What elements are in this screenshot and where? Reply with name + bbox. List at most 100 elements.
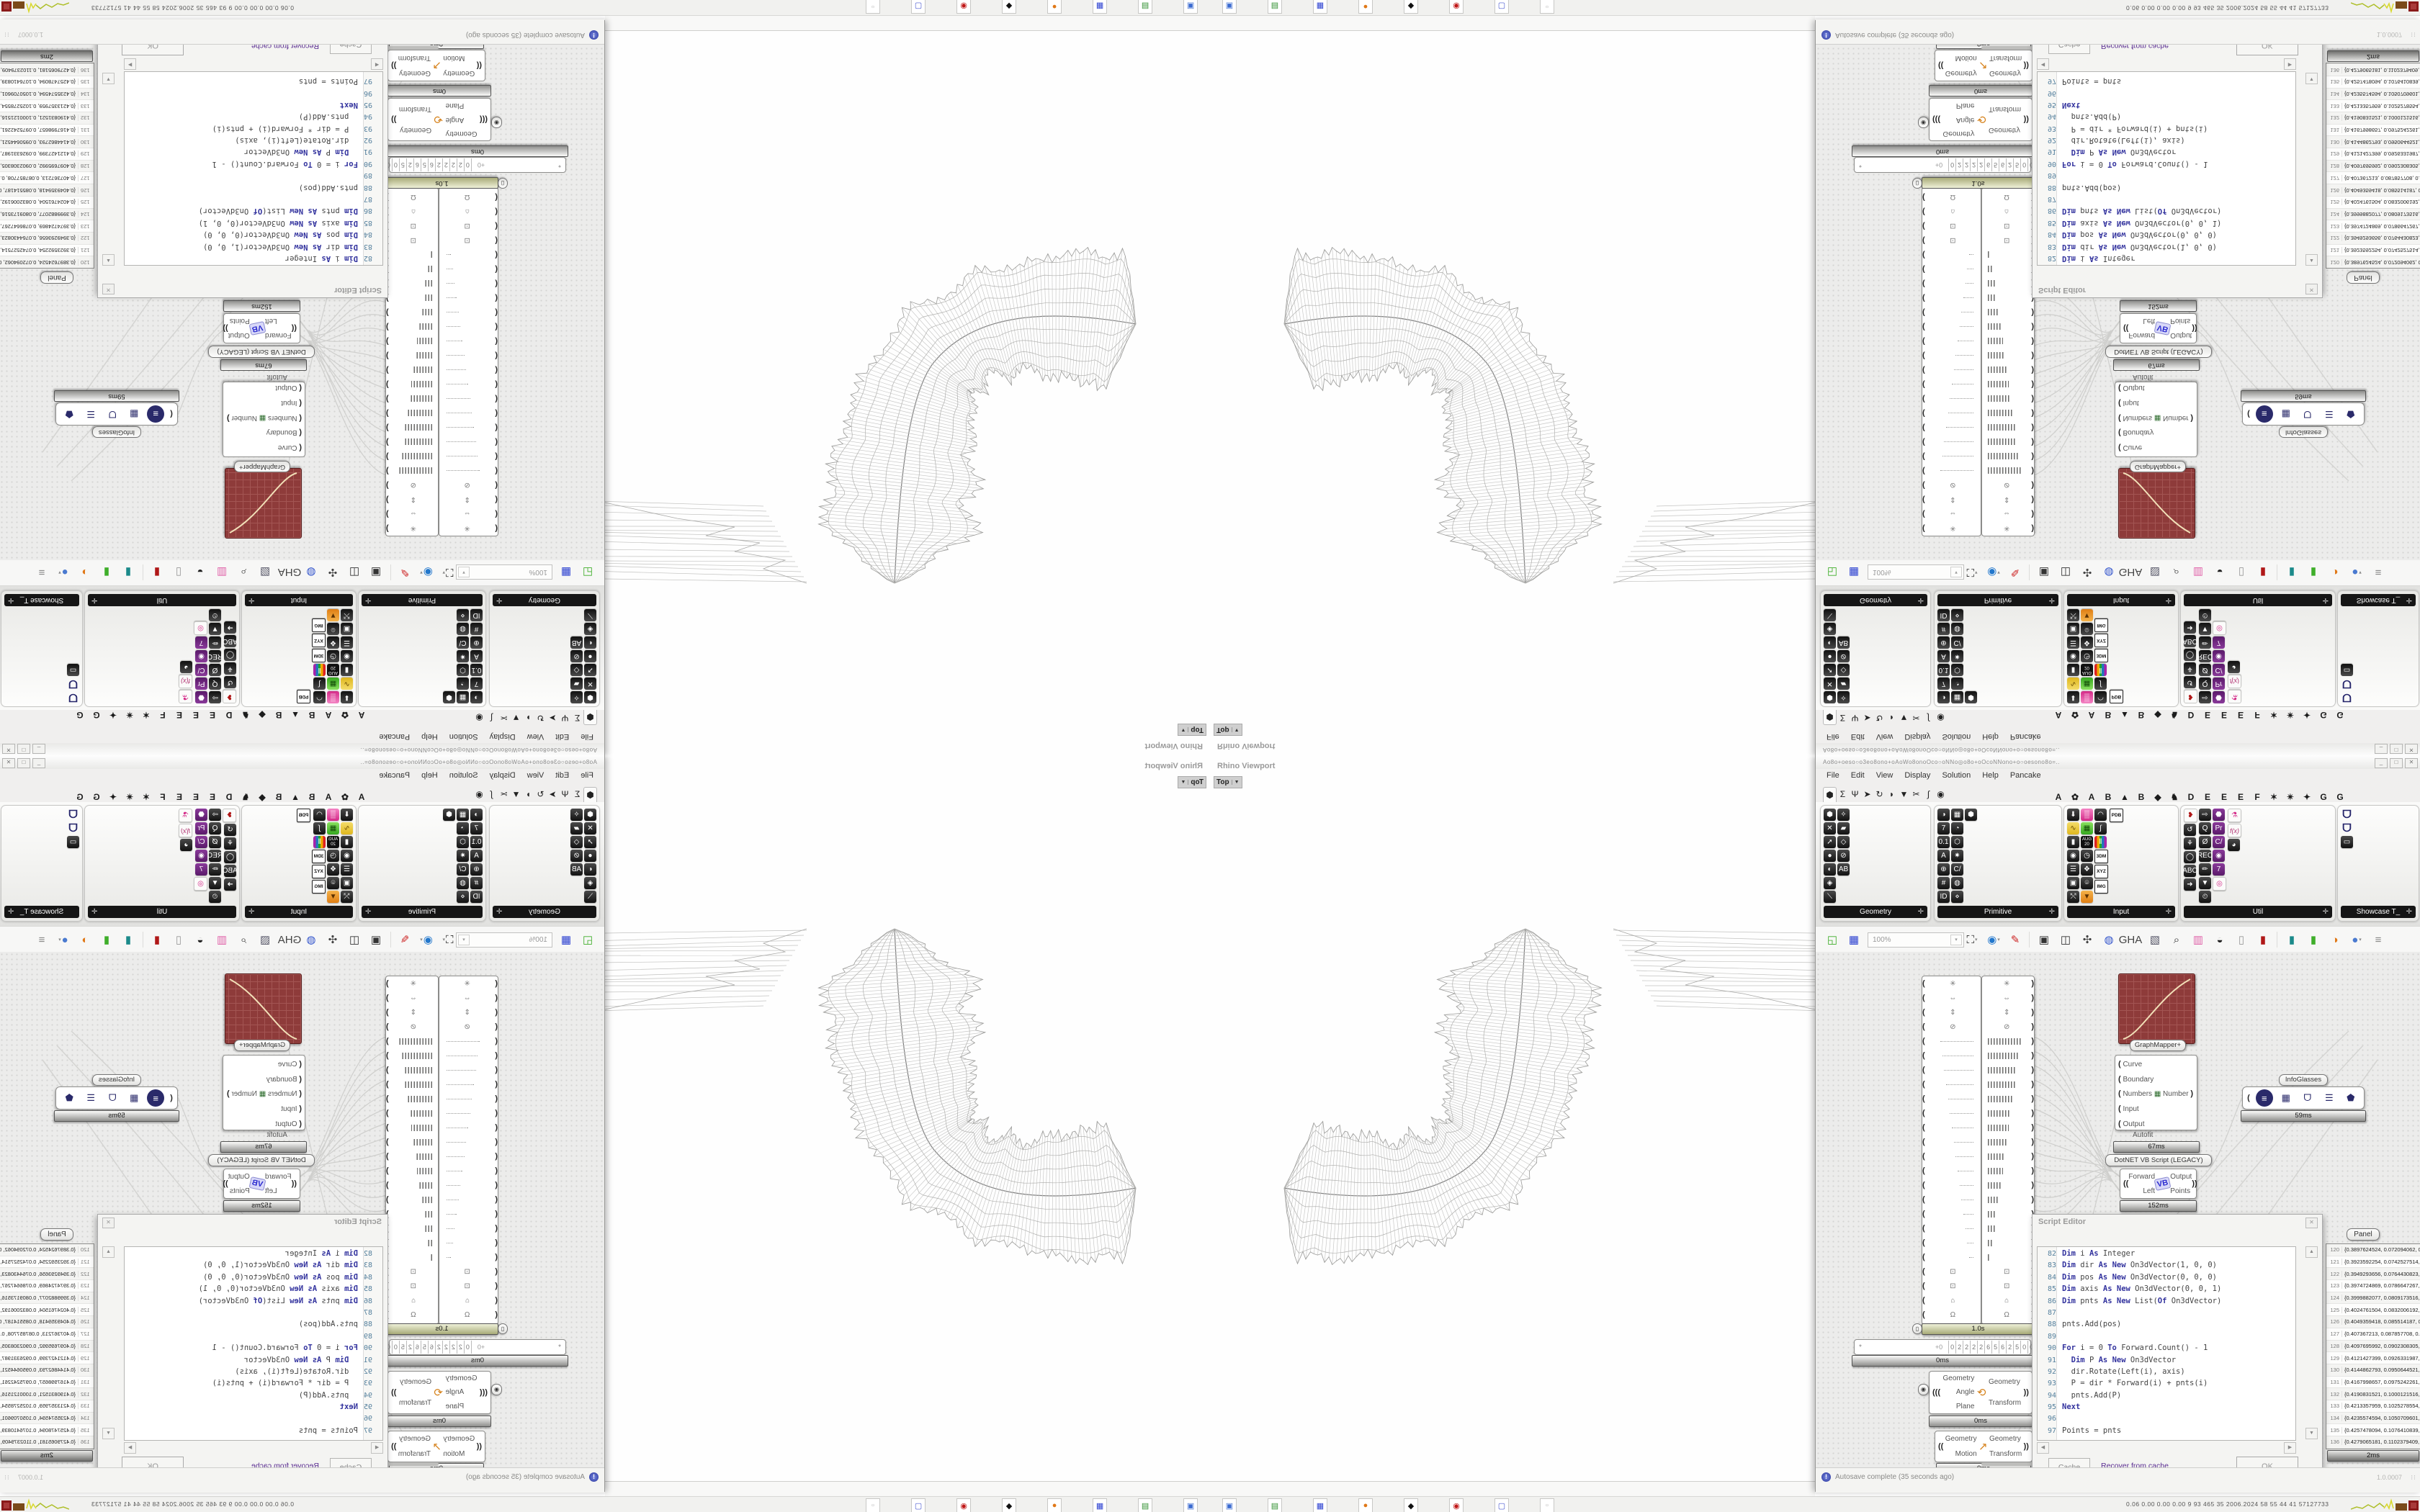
- component-icon[interactable]: 0.1: [1937, 836, 1950, 848]
- menu-item-pancake[interactable]: Pancake: [379, 732, 411, 741]
- focus-extents-icon[interactable]: ⛶ ▾: [1966, 933, 1978, 946]
- component-icon[interactable]: ▮: [341, 836, 353, 848]
- component-icon[interactable]: ⇨: [2199, 809, 2211, 821]
- component-icon[interactable]: AUG 20: [327, 836, 339, 848]
- tab-letter-5[interactable]: B: [275, 710, 282, 720]
- component-icon[interactable]: ⇨: [2199, 691, 2211, 703]
- component-icon[interactable]: A: [1937, 650, 1950, 662]
- preview-eye-icon[interactable]: ◉ ▾: [1987, 566, 2000, 578]
- component-icon[interactable]: ∿: [2067, 822, 2079, 834]
- tab-icon-8[interactable]: ∫: [1927, 713, 1930, 723]
- red-cylinder-icon[interactable]: ▮: [2259, 934, 2267, 946]
- vb-script-component[interactable]: (( Forward Left VB Output Points )): [2120, 313, 2197, 343]
- maximize-button[interactable]: □: [17, 758, 30, 768]
- component-icon[interactable]: 7: [1937, 678, 1950, 690]
- floppy-app-icon[interactable]: ▦: [1093, 0, 1107, 14]
- param-bank-left[interactable]: (✳(⇔(⇕(⊘(((((((((((((((((⊡(⊡(⌂(Ω: [1922, 187, 1981, 536]
- component-icon[interactable]: ◉: [2067, 650, 2079, 662]
- rotate-component[interactable]: ((( Geometry Angle Plane ⟲ Geometry Transfo…: [1929, 1371, 2033, 1414]
- tab-letter-16[interactable]: G: [2320, 710, 2327, 720]
- tab-icon-4[interactable]: ↻: [1876, 789, 1883, 799]
- tab-letter-7[interactable]: ♞: [2170, 710, 2179, 720]
- component-icon[interactable]: ◑: [470, 691, 483, 703]
- ok-button[interactable]: OK: [2236, 1457, 2298, 1467]
- component-icon[interactable]: ▼: [2081, 891, 2093, 903]
- cat-app-icon[interactable]: ◆: [1404, 0, 1418, 14]
- component-icon[interactable]: ▮: [2067, 836, 2079, 848]
- component-icon[interactable]: PDB: [297, 809, 310, 822]
- save-file-icon[interactable]: ▦: [1848, 566, 1860, 578]
- floppy-app-icon[interactable]: ▦: [1093, 1498, 1107, 1512]
- rotate-side-chip[interactable]: ◉: [491, 1384, 502, 1395]
- tab-letter-17[interactable]: G: [2336, 710, 2344, 720]
- tab-letter-6[interactable]: ◆: [2154, 792, 2161, 802]
- component-icon[interactable]: C/: [457, 636, 469, 649]
- component-icon[interactable]: ☰: [341, 863, 353, 876]
- component-icon[interactable]: ⊘: [1837, 650, 1850, 662]
- half-sphere-icon[interactable]: ◑: [2331, 933, 2339, 946]
- input-grip[interactable]: ((: [476, 1442, 482, 1451]
- component-icon[interactable]: 7: [195, 636, 207, 649]
- tab-letter-11[interactable]: E: [176, 710, 183, 720]
- drive-app-icon[interactable]: ▤: [1268, 0, 1282, 14]
- component-icon[interactable]: Ø: [209, 836, 221, 848]
- palette-label[interactable]: Input ✛: [245, 594, 353, 606]
- component-icon[interactable]: XYZ: [2094, 634, 2108, 647]
- component-icon[interactable]: ▣: [341, 623, 353, 635]
- component-icon[interactable]: ⚗: [2228, 690, 2241, 703]
- tab-letter-8[interactable]: D: [225, 792, 233, 802]
- sketch-pen-icon[interactable]: ✎: [2010, 566, 2020, 578]
- wire-cylinder-icon[interactable]: ▯: [2238, 934, 2245, 946]
- search-icon[interactable]: ⌕: [2173, 566, 2180, 579]
- number-panel[interactable]: 120 {0.3897624524, 0.072094062, 0.0} 121 {0…: [2326, 1243, 2420, 1449]
- disc-icon[interactable]: ◍: [2104, 566, 2114, 578]
- palette-label[interactable]: Showcase T_ ✛: [4, 594, 79, 606]
- component-icon[interactable]: ✷: [457, 650, 469, 662]
- component-icon[interactable]: ◷: [2081, 650, 2093, 662]
- component-icon[interactable]: ⬇: [2067, 809, 2079, 821]
- menu-item-help[interactable]: Help: [421, 771, 438, 780]
- component-icon[interactable]: ◠: [313, 691, 326, 703]
- ok-button[interactable]: OK: [122, 1457, 184, 1467]
- component-icon[interactable]: ABC: [2182, 865, 2197, 877]
- infoglasses-icon-0[interactable]: ≡: [147, 405, 165, 423]
- minimize-button[interactable]: _: [2375, 744, 2388, 754]
- input-grip[interactable]: (((: [480, 115, 488, 124]
- component-icon[interactable]: Q: [2199, 678, 2211, 690]
- rotate-component[interactable]: ((( Geometry Angle Plane ⟲ Geometry Transfo…: [387, 98, 491, 141]
- component-icon[interactable]: ◍: [1951, 877, 1963, 889]
- gumball-icon[interactable]: ✣: [2082, 934, 2092, 946]
- component-icon[interactable]: Ø: [2199, 664, 2211, 676]
- component-icon[interactable]: ⚗: [179, 690, 192, 703]
- open-file-icon[interactable]: ◱: [1827, 566, 1838, 578]
- focus-extents-icon[interactable]: ⛶ ▾: [442, 566, 454, 579]
- speaker-icon[interactable]: ◫: [2060, 934, 2071, 946]
- component-icon[interactable]: ▭: [2341, 664, 2353, 676]
- tab-letter-13[interactable]: ✶: [2269, 710, 2278, 720]
- maximize-button[interactable]: □: [2390, 758, 2403, 768]
- tab-letter-9[interactable]: E: [2204, 792, 2210, 802]
- ghost-app-icon[interactable]: ▫: [1540, 0, 1554, 14]
- component-icon[interactable]: 3DM: [312, 649, 326, 662]
- component-icon[interactable]: ✕: [1824, 678, 1836, 690]
- close-button[interactable]: ✕: [2405, 744, 2418, 754]
- search-icon[interactable]: ⌕: [240, 566, 247, 579]
- sketch-pen-icon[interactable]: ✎: [400, 934, 410, 946]
- component-icon[interactable]: ➜: [2184, 621, 2196, 634]
- gha-icon[interactable]: GHA: [277, 933, 302, 946]
- tab-letter-0[interactable]: A: [2055, 792, 2062, 802]
- preview-eye-icon[interactable]: ◉ ▾: [420, 566, 433, 578]
- title-bar[interactable]: Ao8o+oeso○o3eo8ono+oAoWo8onoOco○oNNo◎o8o…: [0, 756, 604, 769]
- component-icon[interactable]: ◎: [194, 621, 207, 635]
- panel-label[interactable]: Panel: [40, 1228, 73, 1241]
- component-icon[interactable]: ✕: [584, 822, 596, 834]
- maximize-button[interactable]: □: [17, 744, 30, 754]
- component-icon[interactable]: ⏲: [2199, 609, 2211, 621]
- component-icon[interactable]: ◐: [1824, 636, 1836, 649]
- infoglasses-icon-1[interactable]: ▦: [130, 1092, 139, 1103]
- zoom-level-input[interactable]: 100% ▾: [1868, 564, 1964, 580]
- component-icon[interactable]: ✕: [584, 678, 596, 690]
- tab-icon-2[interactable]: Ψ: [1851, 789, 1859, 799]
- component-icon[interactable]: ❖: [327, 636, 339, 649]
- legacy-script-chip[interactable]: DotNET VB Script (LEGACY): [2105, 346, 2212, 358]
